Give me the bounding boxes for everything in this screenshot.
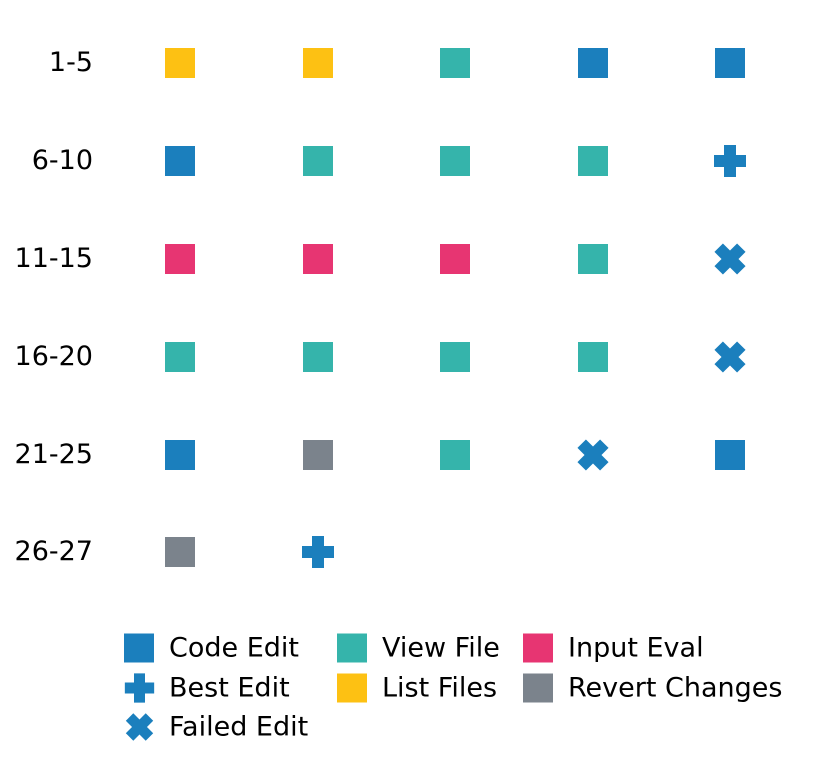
legend-item-view-file: View File <box>337 633 500 664</box>
marker-view-file <box>577 146 608 176</box>
legend-marker-best-edit <box>124 672 154 703</box>
y-tick-label: 26-27 <box>14 535 93 567</box>
marker-code-edit <box>577 48 608 78</box>
marker-view-file <box>440 342 470 372</box>
legend-marker-code-edit <box>124 633 154 663</box>
marker-revert-changes <box>302 440 333 470</box>
legend-item-code-edit: Code Edit <box>124 633 299 664</box>
marker-input-eval <box>440 244 470 274</box>
legend-item-input-eval: Input Eval <box>523 633 704 664</box>
legend-label: Best Edit <box>169 672 290 703</box>
marker-view-file <box>577 342 608 372</box>
marker-list-files <box>165 48 195 78</box>
marker-input-eval <box>302 244 333 274</box>
marker-best-edit <box>301 536 334 568</box>
legend-item-list-files: List Files <box>337 672 497 703</box>
legend-swatch <box>124 672 154 703</box>
y-tick-label: 21-25 <box>14 438 93 470</box>
marker-input-eval <box>165 244 195 274</box>
legend-marker-failed-edit <box>125 713 153 741</box>
marker-view-file <box>302 342 333 372</box>
marker-view-file <box>577 244 608 274</box>
legend-label: View File <box>382 632 500 664</box>
legend-label: Failed Edit <box>169 711 309 743</box>
marker-view-file <box>165 342 195 372</box>
legend-label: Input Eval <box>568 632 704 664</box>
marker-view-file <box>440 440 470 470</box>
marker-view-file <box>302 146 333 176</box>
marker-failed-edit <box>714 341 746 373</box>
legend-label: Revert Changes <box>568 672 783 703</box>
legend-marker-revert-changes <box>523 673 553 702</box>
legend-label: List Files <box>382 672 498 703</box>
legend-marker-list-files <box>337 673 367 702</box>
legend-marker-view-file <box>337 633 367 663</box>
marker-failed-edit <box>576 439 609 471</box>
marker-list-files <box>302 48 333 78</box>
marker-code-edit <box>715 48 745 78</box>
legend-item-revert-changes: Revert Changes <box>523 672 782 703</box>
marker-code-edit <box>165 146 195 176</box>
y-tick-label: 6-10 <box>31 144 93 176</box>
marker-code-edit <box>715 440 745 470</box>
legend-marker-input-eval <box>523 633 553 663</box>
y-tick-label: 11-15 <box>14 242 93 274</box>
legend-swatch <box>124 713 154 742</box>
legend-item-best-edit: Best Edit <box>124 672 290 703</box>
y-tick-label: 16-20 <box>14 340 93 372</box>
y-tick-label: 1-5 <box>48 46 93 78</box>
marker-code-edit <box>165 440 195 470</box>
legend-label: Code Edit <box>169 632 299 664</box>
marker-best-edit <box>714 145 746 177</box>
legend-item-failed-edit: Failed Edit <box>124 712 308 743</box>
marker-failed-edit <box>714 243 746 275</box>
marker-revert-changes <box>165 537 195 567</box>
marker-view-file <box>440 146 470 176</box>
marker-view-file <box>440 48 470 78</box>
